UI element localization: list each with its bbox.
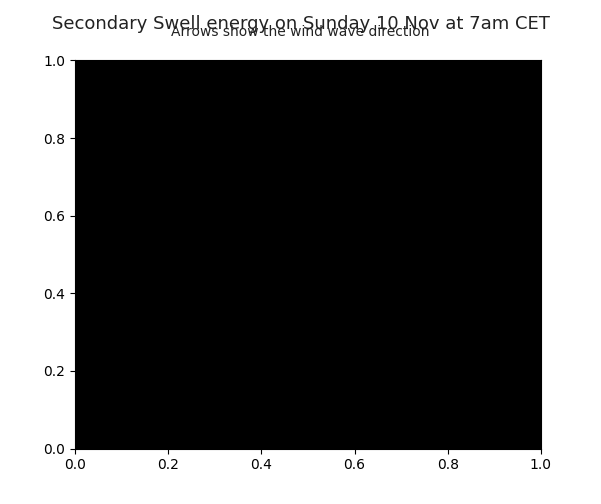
Text: Secondary Swell energy on Sunday 10 Nov at 7am CET: Secondary Swell energy on Sunday 10 Nov … <box>52 15 549 33</box>
Text: Arrows show the wind wave direction: Arrows show the wind wave direction <box>171 25 430 39</box>
